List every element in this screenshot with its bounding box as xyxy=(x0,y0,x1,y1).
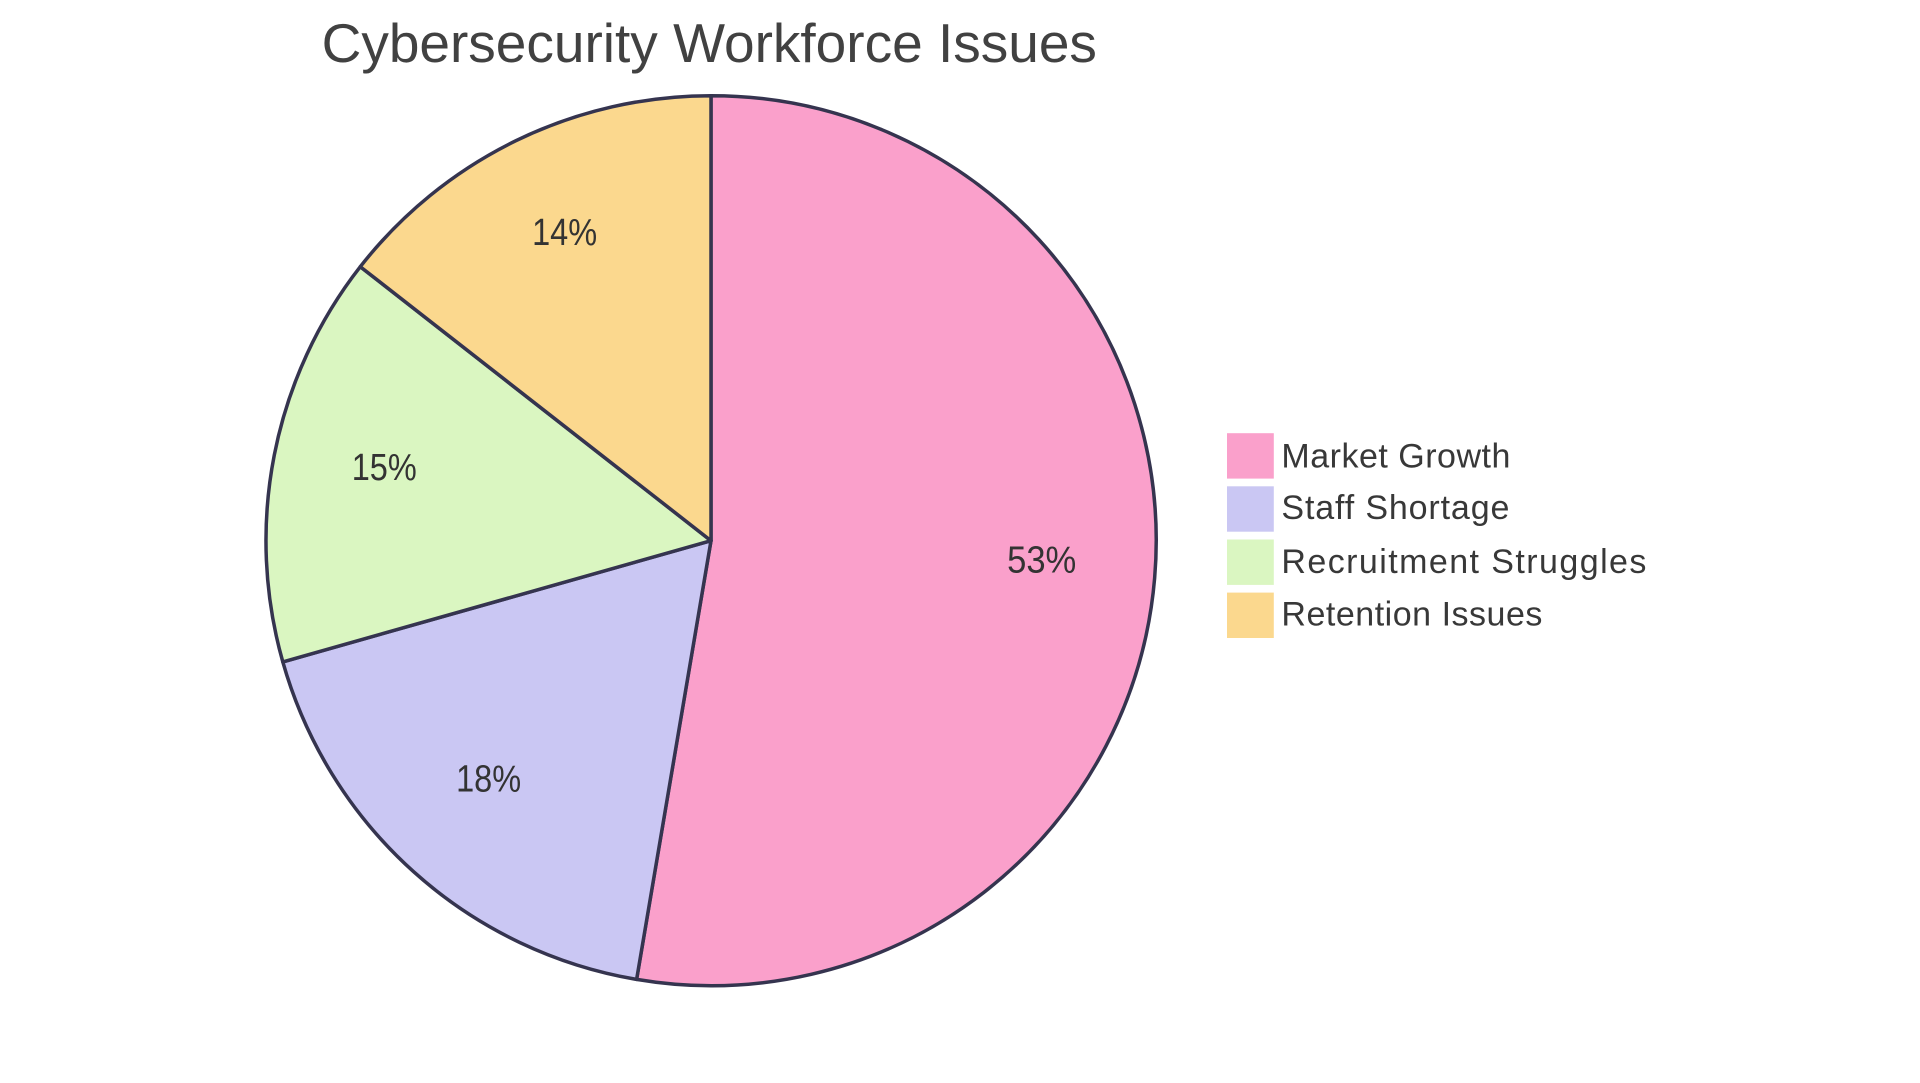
svg-text:53%: 53% xyxy=(1007,538,1076,581)
svg-text:Cybersecurity Workforce Issues: Cybersecurity Workforce Issues xyxy=(322,12,1097,74)
svg-text:Staff Shortage: Staff Shortage xyxy=(1281,489,1509,527)
svg-text:14%: 14% xyxy=(532,212,597,254)
svg-text:Retention Issues: Retention Issues xyxy=(1281,596,1542,634)
svg-text:15%: 15% xyxy=(352,447,417,489)
svg-text:Recruitment Struggles: Recruitment Struggles xyxy=(1281,543,1646,581)
svg-text:Market Growth: Market Growth xyxy=(1281,438,1510,476)
svg-text:18%: 18% xyxy=(456,758,521,800)
